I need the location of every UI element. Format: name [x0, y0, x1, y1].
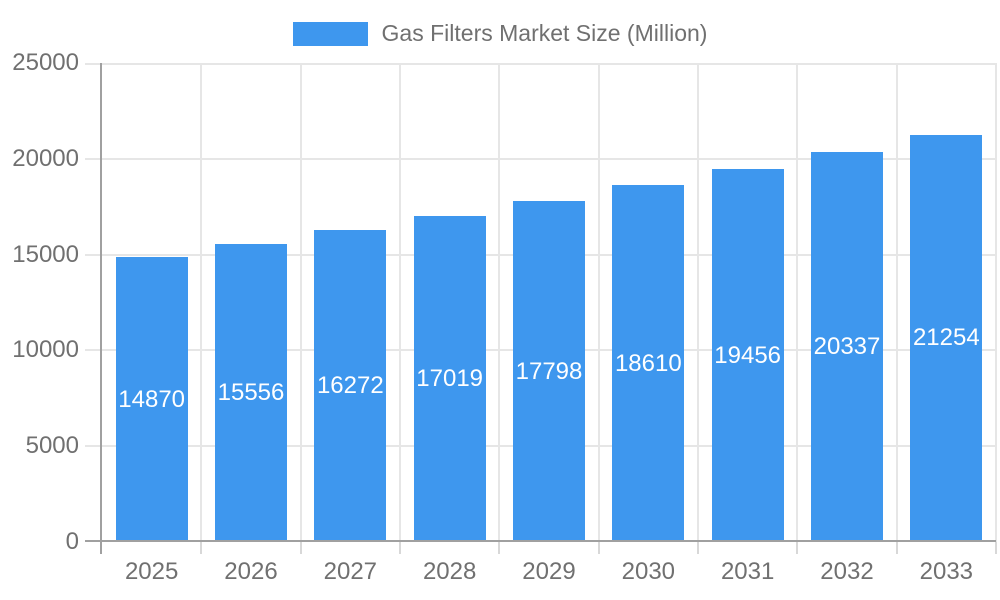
- x-axis-tick: [200, 542, 203, 554]
- x-axis-tick: [697, 542, 699, 554]
- bar-value-label: 16272: [316, 372, 384, 400]
- x-axis-label: 2025: [124, 558, 179, 585]
- gridline-horizontal: [85, 63, 996, 65]
- x-axis-tick: [995, 542, 997, 554]
- y-axis-label: 5000: [25, 432, 79, 460]
- legend-swatch-icon: [292, 21, 368, 46]
- gridline-vertical: [995, 63, 997, 542]
- gridline-vertical: [498, 63, 501, 542]
- bar-value-label: 17019: [416, 364, 484, 392]
- bar[interactable]: 19456: [711, 169, 784, 542]
- y-axis-label: 25000: [12, 49, 79, 76]
- y-axis-label: 0: [65, 528, 79, 555]
- legend: Gas Filters Market Size (Million): [0, 20, 1000, 47]
- legend-label: Gas Filters Market Size (Million): [381, 20, 708, 46]
- x-axis-tick: [498, 542, 501, 554]
- y-axis-label: 20000: [12, 144, 79, 172]
- legend-item[interactable]: Gas Filters Market Size (Million): [292, 20, 708, 47]
- x-axis-tick: [895, 542, 898, 554]
- x-axis-tick: [299, 542, 302, 554]
- y-axis-label: 10000: [12, 336, 79, 364]
- x-axis-label: 2030: [621, 558, 676, 585]
- bar[interactable]: 18610: [612, 185, 685, 542]
- plot-area: 0 5000 10000 15000 20000 25000 14870 2025 15556 2…: [12, 49, 997, 585]
- bar[interactable]: 20337: [811, 152, 883, 542]
- gridline-vertical: [895, 63, 898, 542]
- bar[interactable]: 15556: [215, 243, 287, 542]
- x-axis-label: 2033: [919, 558, 974, 585]
- x-axis-tick: [796, 542, 799, 554]
- bar[interactable]: 16272: [314, 230, 387, 542]
- bar[interactable]: 17798: [513, 201, 585, 542]
- x-axis-label: 2027: [323, 558, 378, 585]
- y-axis-line: [100, 63, 102, 554]
- x-axis-label: 2028: [422, 558, 477, 585]
- bar-value-label: 21254: [912, 324, 980, 352]
- x-axis-tick: [399, 542, 401, 554]
- bar-value-label: 15556: [217, 378, 285, 406]
- bar-value-label: 19456: [714, 341, 782, 369]
- bar-value-label: 20337: [813, 333, 881, 361]
- x-axis-label: 2032: [820, 558, 874, 585]
- gridline-vertical: [399, 63, 401, 542]
- gridline-vertical: [697, 63, 699, 542]
- bar[interactable]: 14870: [115, 257, 188, 542]
- x-axis-label: 2031: [720, 558, 775, 585]
- x-axis-label: 2029: [522, 558, 576, 585]
- gridline-vertical: [597, 63, 600, 542]
- gridline-vertical: [299, 63, 302, 542]
- bar-value-label: 14870: [118, 385, 186, 413]
- bar[interactable]: 17019: [413, 215, 486, 542]
- bar-value-label: 17798: [515, 357, 583, 385]
- bar-value-label: 18610: [614, 349, 682, 377]
- gridline-vertical: [796, 63, 799, 542]
- x-axis-tick: [597, 542, 600, 554]
- x-axis-label: 2026: [224, 558, 278, 585]
- gridline-vertical: [200, 63, 203, 542]
- y-axis-label: 15000: [12, 240, 79, 268]
- bar[interactable]: 21254: [910, 134, 983, 542]
